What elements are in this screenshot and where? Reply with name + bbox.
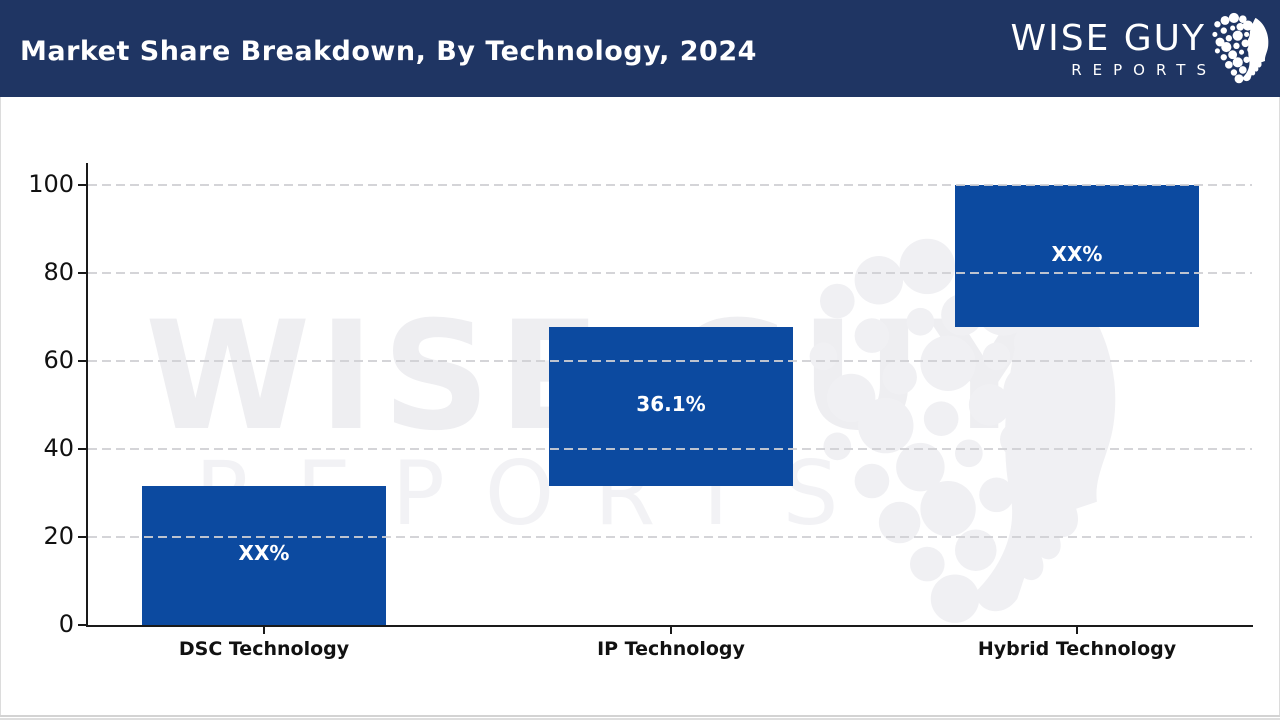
gridline-100 bbox=[88, 184, 1252, 186]
y-tick-label-0: 0 bbox=[58, 610, 74, 638]
x-tick-mark-0 bbox=[263, 627, 265, 634]
y-tick-mark-60 bbox=[78, 360, 86, 362]
page-title: Market Share Breakdown, By Technology, 2… bbox=[20, 36, 757, 67]
x-tick-mark-2 bbox=[1076, 627, 1078, 634]
frame-bottom-edge bbox=[0, 718, 1280, 720]
brand-logo: WISE GUY REPORTS bbox=[1011, 20, 1207, 79]
brand-logo-line1: WISE GUY bbox=[1010, 18, 1206, 59]
y-tick-mark-40 bbox=[78, 448, 86, 450]
x-axis-label-2: Hybrid Technology bbox=[977, 638, 1177, 660]
gridline-20 bbox=[88, 536, 1252, 538]
gridline-60 bbox=[88, 360, 1252, 362]
y-tick-mark-20 bbox=[78, 536, 86, 538]
y-tick-mark-80 bbox=[78, 272, 86, 274]
bar-label-0: XX% bbox=[238, 541, 290, 566]
bar-label-2: XX% bbox=[1051, 241, 1103, 266]
header-band: Market Share Breakdown, By Technology, 2… bbox=[0, 0, 1280, 97]
y-tick-mark-0 bbox=[78, 624, 86, 626]
brand-logo-line2: REPORTS bbox=[1071, 60, 1217, 79]
frame-bottom-border bbox=[0, 715, 1280, 717]
bar-label-1: 36.1% bbox=[636, 392, 706, 417]
y-tick-label-80: 80 bbox=[43, 258, 74, 286]
frame-left-border bbox=[0, 97, 1, 717]
x-axis-label-1: IP Technology bbox=[597, 638, 745, 660]
y-tick-label-40: 40 bbox=[43, 434, 74, 462]
y-tick-label-20: 20 bbox=[43, 522, 74, 550]
y-tick-label-60: 60 bbox=[43, 346, 74, 374]
bar-0 bbox=[142, 485, 386, 625]
gridline-80 bbox=[88, 272, 1252, 274]
gridline-40 bbox=[88, 448, 1252, 450]
bar-1 bbox=[549, 326, 793, 486]
x-tick-mark-1 bbox=[670, 627, 672, 634]
x-axis-label-0: DSC Technology bbox=[178, 638, 350, 660]
x-axis-line bbox=[86, 625, 1253, 627]
y-tick-mark-100 bbox=[78, 184, 86, 186]
y-axis-line bbox=[86, 163, 88, 627]
y-tick-label-100: 100 bbox=[28, 170, 74, 198]
